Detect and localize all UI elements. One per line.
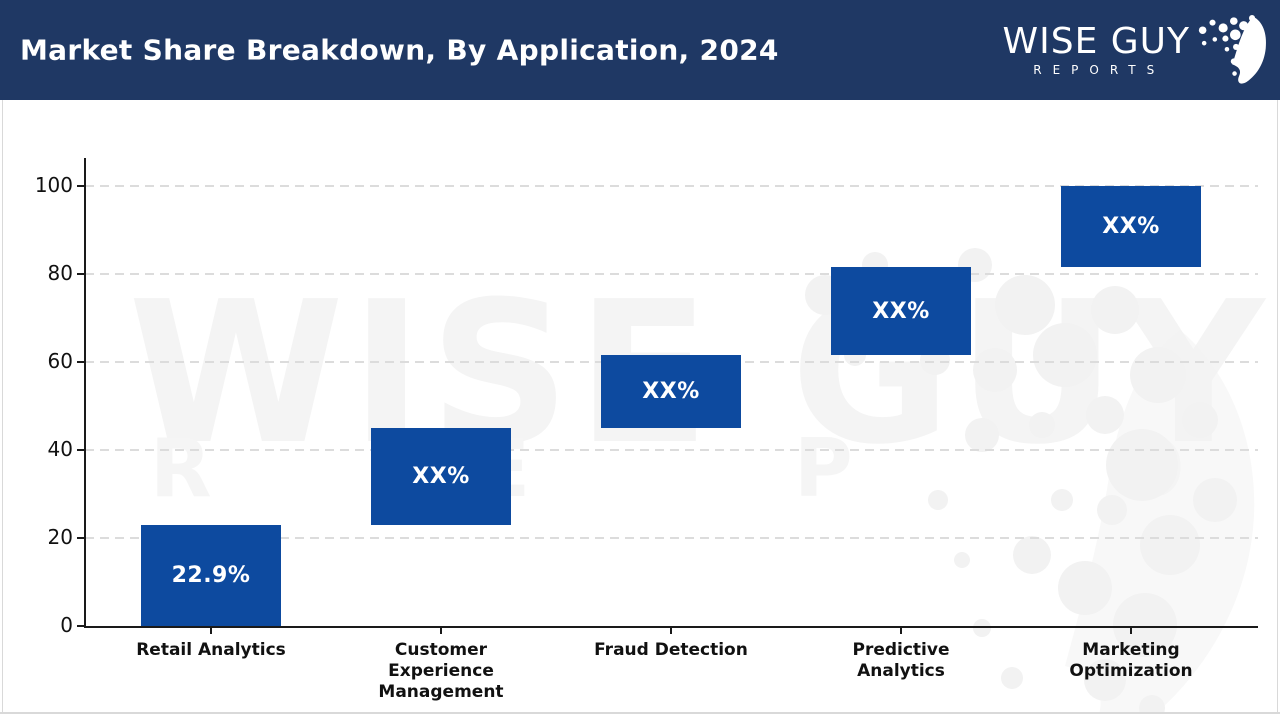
y-tick-mark — [77, 361, 85, 363]
watermark-reports-text: R E P O R T S — [150, 422, 1280, 515]
x-category-label: Marketing Optimization — [1069, 640, 1193, 681]
logo-wordmark: WISE GUY — [1002, 21, 1190, 62]
x-category-label: Retail Analytics — [136, 640, 286, 660]
bar-segment: XX% — [601, 355, 741, 428]
logo-text: WISE GUY REPORTS — [1003, 22, 1191, 78]
y-gridline — [85, 273, 1258, 275]
y-tick-label: 0 — [60, 613, 73, 637]
y-tick-label: 40 — [47, 437, 73, 461]
logo-subtitle: REPORTS — [1033, 63, 1166, 77]
bar-segment: XX% — [371, 428, 511, 526]
y-tick-mark — [77, 537, 85, 539]
y-axis-line — [84, 158, 86, 628]
y-tick-mark — [77, 185, 85, 187]
y-tick-mark — [77, 449, 85, 451]
x-category-label: Fraud Detection — [594, 640, 748, 660]
x-tick-mark — [210, 626, 212, 634]
y-tick-label: 60 — [47, 349, 73, 373]
bar-value-label: XX% — [642, 379, 700, 405]
bar-value-label: XX% — [412, 464, 470, 490]
bar-value-label: 22.9% — [171, 563, 251, 589]
bottom-hairline — [0, 712, 1280, 714]
header-bar: Market Share Breakdown, By Application, … — [0, 0, 1280, 100]
y-tick-label: 20 — [47, 525, 73, 549]
bar-segment: 22.9% — [141, 525, 281, 626]
right-hairline — [1277, 100, 1278, 712]
y-tick-label: 100 — [34, 173, 73, 197]
bar-segment: XX% — [831, 267, 971, 356]
x-tick-mark — [670, 626, 672, 634]
x-category-label: Customer Experience Management — [378, 640, 504, 702]
y-tick-mark — [77, 273, 85, 275]
wise-guy-reports-logo: WISE GUY REPORTS — [1003, 6, 1269, 94]
x-tick-mark — [440, 626, 442, 634]
y-gridline — [85, 537, 1258, 539]
page-title: Market Share Breakdown, By Application, … — [20, 33, 779, 67]
x-tick-mark — [1130, 626, 1132, 634]
dotted-head-profile-icon — [1198, 15, 1267, 84]
bar-value-label: XX% — [872, 298, 930, 324]
y-gridline — [85, 449, 1258, 451]
y-tick-mark — [77, 625, 85, 627]
bar-segment: XX% — [1061, 186, 1201, 268]
left-hairline — [2, 100, 3, 712]
x-tick-mark — [900, 626, 902, 634]
x-category-label: Predictive Analytics — [852, 640, 950, 681]
y-tick-label: 80 — [47, 261, 73, 285]
y-gridline — [85, 185, 1258, 187]
bar-value-label: XX% — [1102, 214, 1160, 240]
